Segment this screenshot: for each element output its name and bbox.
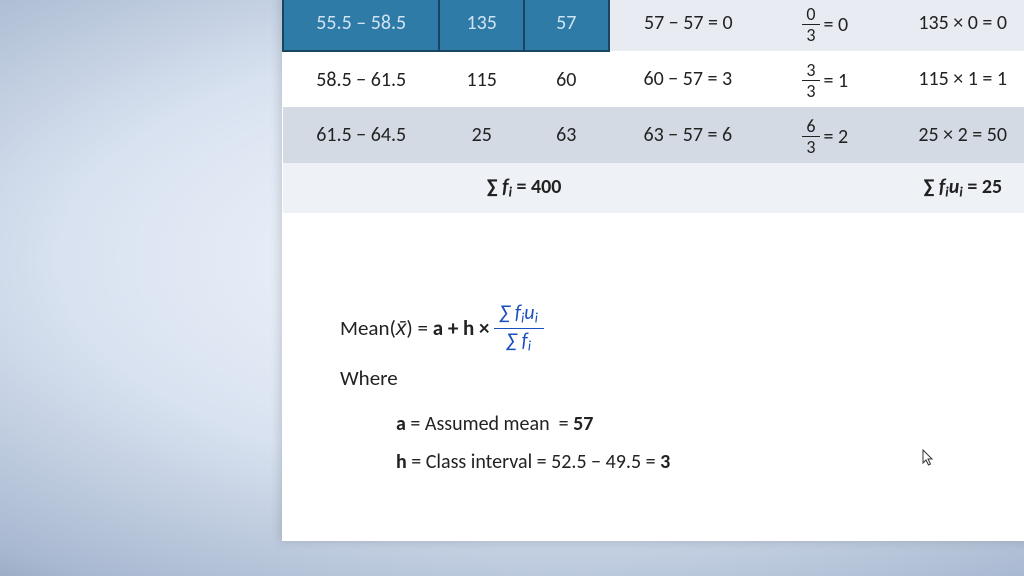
cell-f: 135 xyxy=(439,0,524,51)
cell-fu: 115 × 1 = 1 xyxy=(883,51,1024,107)
cursor-icon xyxy=(922,449,936,472)
table-row: 55.5 – 58.5 135 57 57 − 57 = 0 03 = 0 13… xyxy=(283,0,1024,51)
cell-d: 63 − 57 = 6 xyxy=(609,107,768,163)
cell-x: 60 xyxy=(524,51,609,107)
cell-fu: 135 × 0 = 0 xyxy=(883,0,1024,51)
mean-formula: Mean(x̄) = a + h × ∑ fiui ∑ fi xyxy=(340,303,1024,353)
table-row: 61.5 − 64.5 25 63 63 − 57 = 6 63 = 2 25 … xyxy=(283,107,1024,163)
frequency-table: 55.5 – 58.5 135 57 57 − 57 = 0 03 = 0 13… xyxy=(282,0,1024,213)
cell-u: 33 = 1 xyxy=(767,51,883,107)
table-sum-row: ∑ fi = 400 ∑ fiui = 25 xyxy=(283,163,1024,213)
cell-fu: 25 × 2 = 50 xyxy=(883,107,1024,163)
cell-d: 60 − 57 = 3 xyxy=(609,51,768,107)
cell-x: 63 xyxy=(524,107,609,163)
cell-f: 115 xyxy=(439,51,524,107)
sum-fu-cell: ∑ fiui = 25 xyxy=(883,163,1024,213)
cell-interval: 55.5 – 58.5 xyxy=(283,0,439,51)
def-a: a = Assumed mean = 57 xyxy=(396,405,1024,443)
sum-f-cell: ∑ fi = 400 xyxy=(439,163,608,213)
cell-f: 25 xyxy=(439,107,524,163)
cell-interval: 61.5 − 64.5 xyxy=(283,107,439,163)
cell-u: 03 = 0 xyxy=(767,0,883,51)
cell-interval: 58.5 − 61.5 xyxy=(283,51,439,107)
document-page: 55.5 – 58.5 135 57 57 − 57 = 0 03 = 0 13… xyxy=(282,0,1024,541)
cell-u: 63 = 2 xyxy=(767,107,883,163)
cell-x: 57 xyxy=(524,0,609,51)
table-row: 58.5 − 61.5 115 60 60 − 57 = 3 33 = 1 11… xyxy=(283,51,1024,107)
cell-d: 57 − 57 = 0 xyxy=(609,0,768,51)
where-label: Where xyxy=(340,365,1024,391)
